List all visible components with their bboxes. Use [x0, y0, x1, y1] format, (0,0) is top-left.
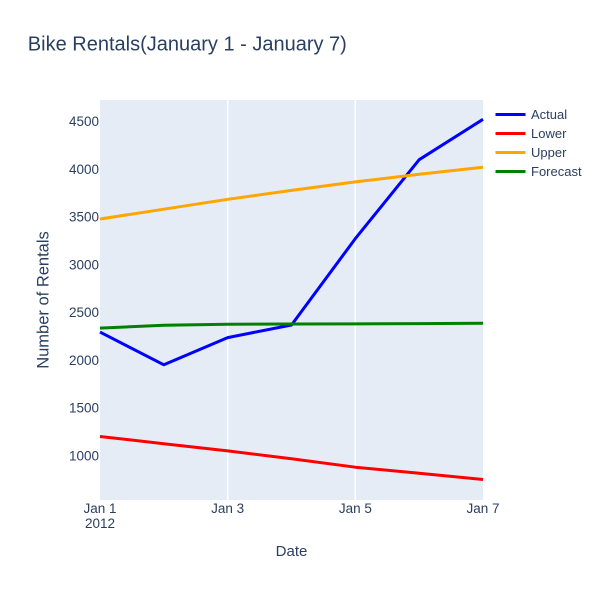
svg-text:1000: 1000 [69, 448, 99, 463]
svg-text:1500: 1500 [69, 401, 99, 416]
svg-text:Forecast: Forecast [531, 164, 582, 179]
svg-text:2500: 2500 [69, 305, 99, 320]
svg-text:Jan 3: Jan 3 [211, 501, 244, 516]
svg-text:3500: 3500 [69, 210, 99, 225]
svg-text:Date: Date [276, 543, 308, 560]
svg-text:Upper: Upper [531, 145, 567, 160]
svg-text:Jan 1: Jan 1 [83, 501, 116, 516]
svg-text:2012: 2012 [85, 516, 115, 531]
svg-text:Bike Rentals(January 1 - Janua: Bike Rentals(January 1 - January 7) [28, 34, 347, 56]
svg-text:Number of Rentals: Number of Rentals [35, 231, 53, 369]
svg-text:Actual: Actual [531, 107, 567, 122]
svg-text:Lower: Lower [531, 126, 567, 141]
svg-text:4000: 4000 [69, 162, 99, 177]
svg-text:3000: 3000 [69, 257, 99, 272]
svg-text:Jan 5: Jan 5 [339, 501, 372, 516]
svg-text:4500: 4500 [69, 114, 99, 129]
svg-text:2000: 2000 [69, 353, 99, 368]
svg-text:Jan 7: Jan 7 [466, 501, 499, 516]
